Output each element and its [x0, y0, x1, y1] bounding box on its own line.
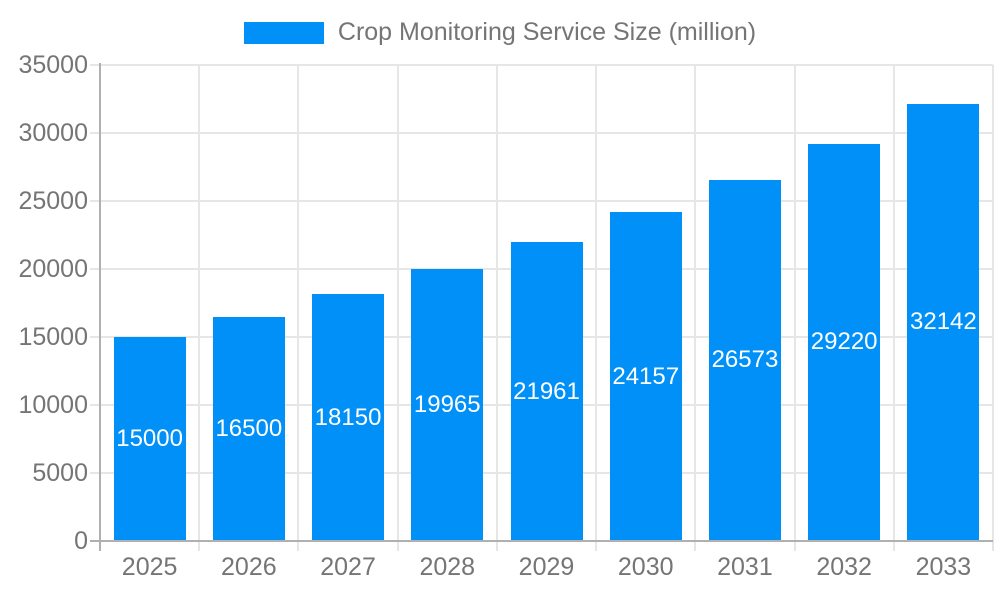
- y-tick: [90, 200, 100, 202]
- y-axis-label: 25000: [18, 187, 88, 215]
- x-gridline: [892, 65, 895, 551]
- x-axis-label: 2029: [518, 553, 575, 581]
- bar[interactable]: [808, 143, 881, 541]
- chart-legend[interactable]: Crop Monitoring Service Size (million): [0, 18, 1000, 47]
- y-gridline: [100, 200, 993, 202]
- x-gridline: [694, 65, 697, 551]
- y-axis-label: 5000: [32, 459, 88, 487]
- x-axis-label: 2032: [816, 553, 872, 581]
- y-tick: [90, 64, 100, 66]
- y-axis-label: 35000: [18, 51, 88, 79]
- x-gridline: [396, 65, 399, 551]
- y-gridline: [100, 64, 993, 66]
- x-axis-label: 2033: [915, 553, 972, 581]
- x-gridline: [992, 65, 994, 551]
- bar[interactable]: [113, 337, 186, 541]
- x-axis-label: 2025: [121, 553, 178, 581]
- y-tick: [90, 132, 100, 134]
- y-tick: [90, 404, 100, 406]
- x-gridline: [793, 65, 796, 551]
- x-axis-label: 2026: [221, 553, 277, 581]
- y-axis-label: 30000: [18, 119, 88, 147]
- bar[interactable]: [907, 103, 980, 541]
- x-axis-label: 2028: [419, 553, 476, 581]
- x-axis-label: 2027: [320, 553, 376, 581]
- y-axis-line: [99, 63, 101, 551]
- x-axis-label: 2031: [717, 553, 773, 581]
- bar[interactable]: [212, 316, 285, 541]
- x-gridline: [198, 65, 201, 551]
- x-axis-line: [90, 540, 993, 542]
- x-gridline: [495, 65, 498, 551]
- x-axis-label: 2030: [617, 553, 674, 581]
- y-gridline: [100, 132, 993, 134]
- y-axis-label: 20000: [18, 255, 88, 283]
- bar[interactable]: [708, 179, 781, 541]
- y-axis-label: 0: [74, 527, 88, 555]
- x-gridline: [297, 65, 300, 551]
- y-tick: [90, 472, 100, 474]
- y-axis-label: 15000: [18, 323, 88, 351]
- bar[interactable]: [312, 294, 385, 541]
- bar[interactable]: [510, 242, 583, 541]
- legend-swatch-icon: [243, 21, 324, 44]
- legend-label: Crop Monitoring Service Size (million): [337, 18, 757, 46]
- y-axis-label: 10000: [18, 391, 88, 419]
- y-tick: [90, 268, 100, 270]
- bar[interactable]: [411, 269, 484, 541]
- x-gridline: [595, 65, 598, 551]
- bar[interactable]: [609, 212, 682, 541]
- y-tick: [90, 336, 100, 338]
